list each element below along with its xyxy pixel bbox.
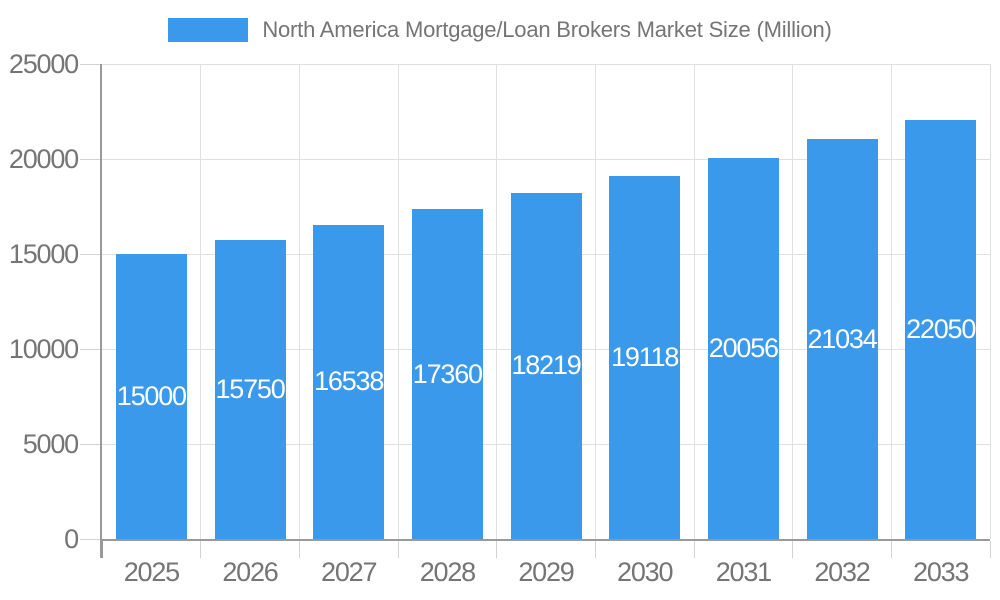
bar-value-label: 16538	[314, 366, 384, 397]
gridline-vertical	[397, 64, 399, 539]
bar[interactable]: 19118	[609, 175, 681, 539]
y-axis-label: 0	[64, 524, 79, 554]
bar-value-label: 19118	[611, 341, 679, 372]
x-axis-label: 2025	[123, 557, 180, 587]
bar-value-label: 20056	[708, 332, 779, 363]
legend[interactable]: North America Mortgage/Loan Brokers Mark…	[0, 14, 1000, 46]
y-axis-label: 25000	[8, 49, 79, 79]
gridline-vertical	[200, 64, 202, 539]
bar-value-label: 22050	[906, 314, 976, 345]
x-axis-label: 2027	[321, 557, 377, 587]
x-axis-label: 2032	[814, 557, 870, 587]
gridline-vertical	[594, 64, 596, 539]
gridline-vertical	[792, 64, 794, 539]
x-axis-tick	[594, 541, 596, 558]
x-axis-tick	[298, 541, 300, 558]
y-axis-tick	[80, 538, 100, 540]
bar[interactable]: 15750	[214, 239, 286, 539]
x-axis-tick	[496, 541, 498, 558]
x-axis-tick	[792, 541, 794, 558]
y-axis-label: 5000	[22, 429, 79, 459]
bar-value-label: 18219	[511, 350, 581, 381]
bar[interactable]: 18219	[510, 192, 582, 539]
gridline-vertical	[496, 64, 498, 539]
y-axis-tick	[80, 158, 100, 160]
x-axis-tick	[397, 541, 399, 558]
y-axis-tick	[80, 443, 100, 445]
x-axis-label: 2028	[419, 557, 476, 587]
y-axis-tick	[80, 348, 100, 350]
gridline-vertical	[890, 64, 892, 539]
x-axis-tick	[200, 541, 202, 558]
bar[interactable]: 17360	[411, 209, 483, 539]
bar[interactable]: 20056	[707, 157, 779, 539]
x-axis-label: 2029	[518, 557, 574, 587]
x-axis-tick	[693, 541, 695, 558]
gridline-horizontal	[102, 63, 990, 65]
bar-value-label: 15000	[116, 381, 187, 411]
y-axis-tick	[80, 253, 100, 255]
gridline-horizontal	[102, 158, 990, 160]
x-axis-label: 2033	[913, 557, 969, 587]
x-axis-tick	[890, 541, 892, 558]
gridline-vertical	[298, 64, 300, 539]
bar[interactable]: 22050	[905, 120, 976, 539]
y-axis-line	[100, 64, 102, 558]
y-axis-label: 20000	[8, 144, 79, 174]
x-axis-tick	[101, 541, 103, 558]
gridline-vertical	[989, 64, 991, 539]
y-axis-label: 10000	[8, 334, 79, 364]
x-axis-label: 2026	[222, 557, 278, 587]
legend-swatch[interactable]	[168, 18, 249, 42]
x-axis-label: 2030	[617, 557, 673, 587]
bar[interactable]: 16538	[313, 224, 384, 539]
bar-value-label: 17360	[412, 358, 483, 389]
x-axis-label: 2031	[715, 557, 772, 587]
x-axis-tick	[989, 541, 991, 558]
bar[interactable]: 21034	[806, 139, 878, 539]
x-axis-line	[100, 539, 990, 541]
gridline-vertical	[693, 64, 695, 539]
y-axis-label: 15000	[8, 239, 79, 269]
bar[interactable]: 15000	[115, 254, 187, 539]
chart-title[interactable]: North America Mortgage/Loan Brokers Mark…	[262, 17, 832, 42]
bar-value-label: 15750	[215, 373, 285, 404]
bar-value-label: 21034	[807, 323, 877, 354]
y-axis-tick	[80, 63, 100, 65]
